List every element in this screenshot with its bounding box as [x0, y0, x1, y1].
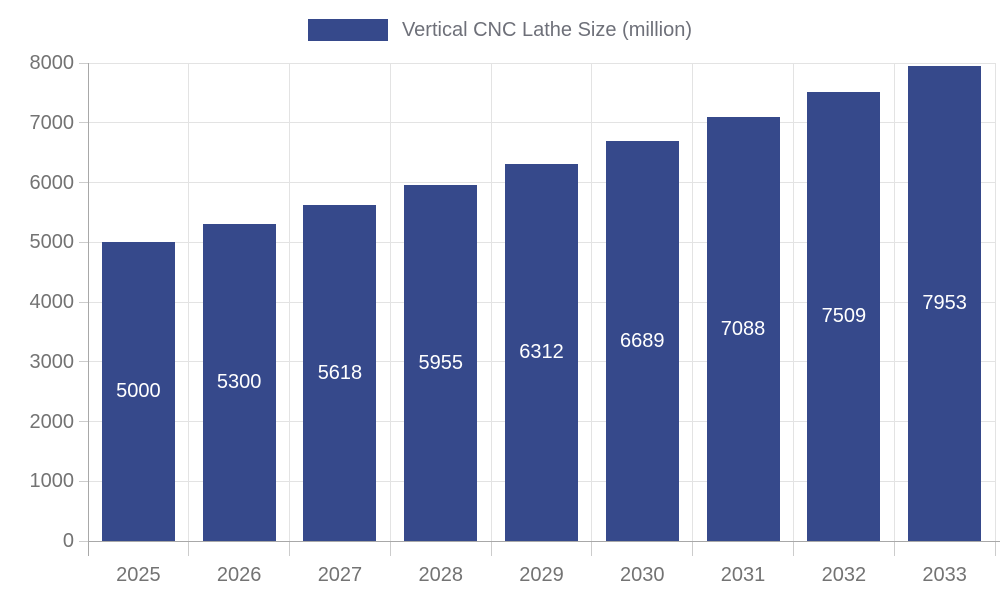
y-axis-tick [79, 301, 88, 303]
x-axis-tick [289, 541, 291, 556]
x-axis-tick [591, 541, 593, 556]
x-axis-tick [490, 541, 492, 556]
bar[interactable]: 5618 [303, 205, 377, 541]
bar-value-label: 6312 [519, 340, 564, 363]
y-axis-line [87, 63, 89, 556]
y-axis-tick-label: 6000 [29, 171, 75, 194]
x-axis-tick [389, 541, 391, 556]
bar[interactable]: 5955 [404, 185, 478, 541]
y-axis-tick-label: 3000 [29, 350, 75, 373]
x-axis-tick-label: 2033 [922, 564, 967, 586]
y-axis-tick [79, 480, 88, 482]
gridline-vertical [692, 63, 694, 541]
x-axis-tick [792, 541, 794, 556]
bar[interactable]: 7953 [908, 65, 982, 541]
y-axis-tick [79, 361, 88, 363]
gridline-vertical [591, 63, 593, 541]
y-axis-tick-label: 0 [62, 530, 74, 552]
y-axis-tick [79, 421, 88, 422]
x-axis-tick-label: 2028 [418, 564, 463, 586]
y-axis-tick [79, 182, 88, 183]
legend-swatch [307, 19, 388, 41]
gridline-vertical [289, 63, 291, 541]
gridline-horizontal [88, 62, 995, 64]
gridline-horizontal [88, 122, 995, 124]
bar-value-label: 7509 [821, 305, 867, 328]
bar-value-label: 7088 [720, 317, 766, 340]
x-axis-line [88, 540, 1000, 542]
x-axis-tick-label: 2025 [116, 564, 161, 586]
x-axis-tick-label: 2026 [216, 564, 262, 586]
y-axis-tick [79, 241, 88, 243]
gridline-vertical [188, 63, 190, 541]
bar[interactable]: 7088 [706, 117, 780, 541]
bar[interactable]: 6312 [505, 163, 578, 541]
plot-area: 5000 5300 5618 5955 6312 6689 7088 7509 7953 [88, 62, 996, 541]
bar-value-label: 5300 [216, 371, 262, 394]
y-axis-tick [79, 122, 88, 124]
gridline-vertical [994, 63, 996, 541]
bar[interactable]: 5300 [202, 224, 276, 541]
gridline-vertical [792, 63, 794, 541]
y-axis-tick-label: 8000 [29, 52, 75, 74]
bar[interactable]: 7509 [807, 92, 881, 541]
gridline-vertical [893, 63, 895, 541]
x-axis-tick-label: 2030 [620, 564, 665, 586]
x-axis-tick [692, 541, 694, 556]
x-axis-tick-label: 2029 [519, 564, 564, 586]
bar-value-label: 5618 [317, 361, 363, 384]
y-axis-tick-label: 5000 [29, 231, 75, 254]
bar-value-label: 5000 [116, 380, 161, 403]
gridline-vertical [490, 63, 492, 541]
x-axis-tick [188, 541, 190, 556]
x-axis-tick [994, 541, 996, 556]
y-axis-tick [79, 62, 88, 64]
gridline-vertical [389, 63, 391, 541]
bar-value-label: 5955 [418, 351, 463, 374]
x-axis-tick [893, 541, 895, 556]
legend-item[interactable]: Vertical CNC Lathe Size (million) [0, 18, 1000, 42]
x-axis-tick-label: 2031 [720, 564, 766, 586]
y-axis-tick-label: 2000 [29, 410, 75, 433]
y-axis-tick-label: 1000 [29, 470, 75, 493]
bar-value-label: 7953 [922, 291, 967, 314]
y-axis-tick-label: 4000 [29, 291, 75, 313]
legend-label: Vertical CNC Lathe Size (million) [401, 19, 693, 41]
x-axis-tick-label: 2032 [821, 564, 867, 586]
bar-value-label: 6689 [620, 329, 665, 352]
x-axis-tick-label: 2027 [317, 564, 363, 586]
y-axis-tick [79, 540, 88, 542]
y-axis-tick-label: 7000 [29, 111, 75, 134]
bar[interactable]: 6689 [605, 141, 679, 541]
bar[interactable]: 5000 [101, 242, 175, 541]
